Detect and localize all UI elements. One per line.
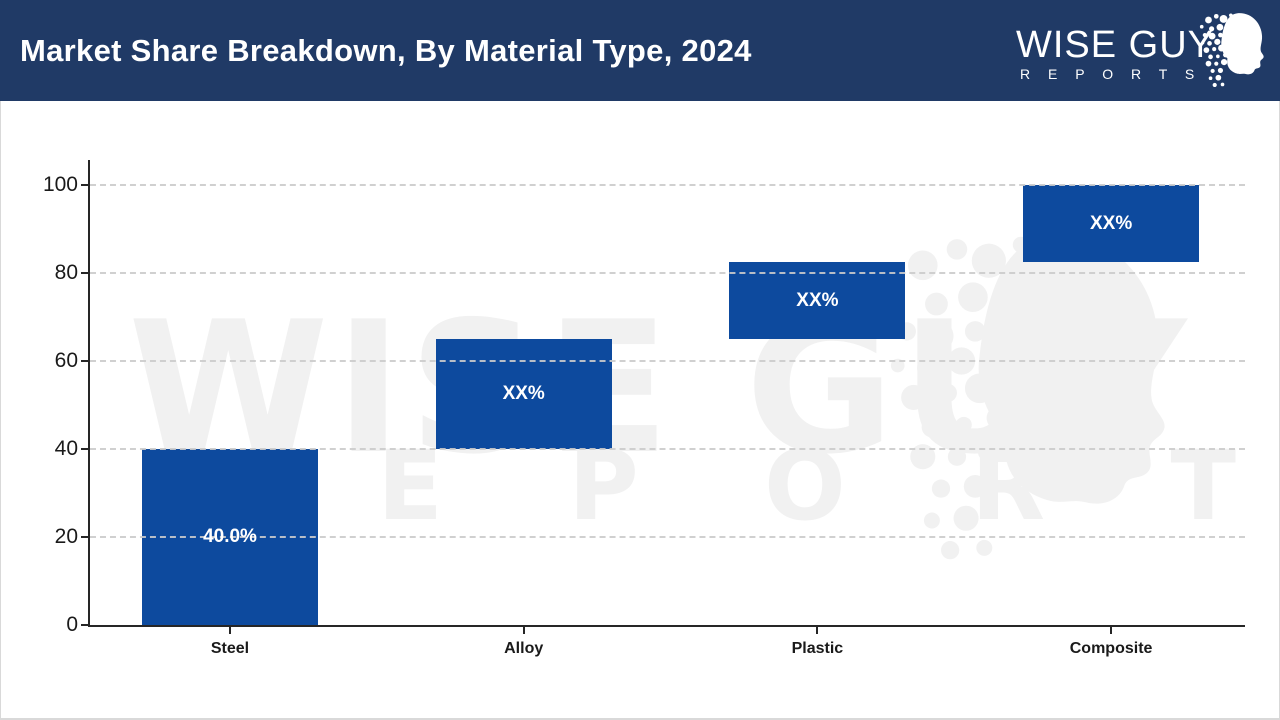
y-tick-mark	[81, 536, 88, 538]
watermark-face-icon	[868, 222, 1210, 598]
y-tick-mark	[81, 272, 88, 274]
y-tick-mark	[81, 360, 88, 362]
bar-plastic	[729, 262, 906, 339]
x-category-label: Steel	[210, 640, 250, 657]
y-gridline	[90, 448, 1245, 450]
y-tick-label: 100	[42, 173, 78, 196]
logo-wiseguy-text: WISE GUY	[1016, 24, 1215, 66]
bar-value-label: XX%	[1089, 212, 1133, 234]
bar-composite	[1023, 185, 1200, 262]
y-tick-mark	[81, 184, 88, 186]
y-gridline	[90, 272, 1245, 274]
y-tick-label: 20	[54, 525, 78, 548]
bar-value-label: XX%	[502, 383, 545, 404]
y-tick-mark	[81, 448, 88, 450]
x-tick-mark	[816, 627, 819, 634]
logo-reports-text: R E P O R T S	[1020, 66, 1202, 82]
bar-value-label: XX%	[796, 289, 839, 311]
y-axis-line	[88, 160, 90, 627]
x-category-label: Composite	[1069, 640, 1153, 657]
x-category-label: Plastic	[791, 640, 844, 657]
x-axis-line	[88, 625, 1245, 627]
y-tick-label: 40	[54, 437, 78, 460]
y-gridline	[90, 360, 1245, 362]
y-tick-label: 0	[66, 613, 78, 636]
x-tick-mark	[229, 627, 231, 634]
x-tick-mark	[1110, 627, 1113, 634]
header-bar: Market Share Breakdown, By Material Type…	[0, 0, 1280, 101]
bar-alloy	[435, 339, 612, 449]
bar-value-label: 40.0%	[203, 526, 257, 547]
wise-guy-reports-logo: WISE GUY R E P O R T S	[1016, 8, 1268, 96]
chart-title: Market Share Breakdown, By Material Type…	[20, 32, 752, 68]
y-gridline	[90, 184, 1245, 186]
y-tick-label: 60	[54, 349, 78, 372]
y-tick-mark	[81, 624, 88, 626]
y-gridline	[90, 536, 1245, 538]
logo-face-icon	[1196, 10, 1274, 96]
y-tick-label: 80	[54, 261, 78, 284]
x-tick-mark	[522, 627, 525, 634]
x-category-label: Alloy	[504, 640, 544, 657]
